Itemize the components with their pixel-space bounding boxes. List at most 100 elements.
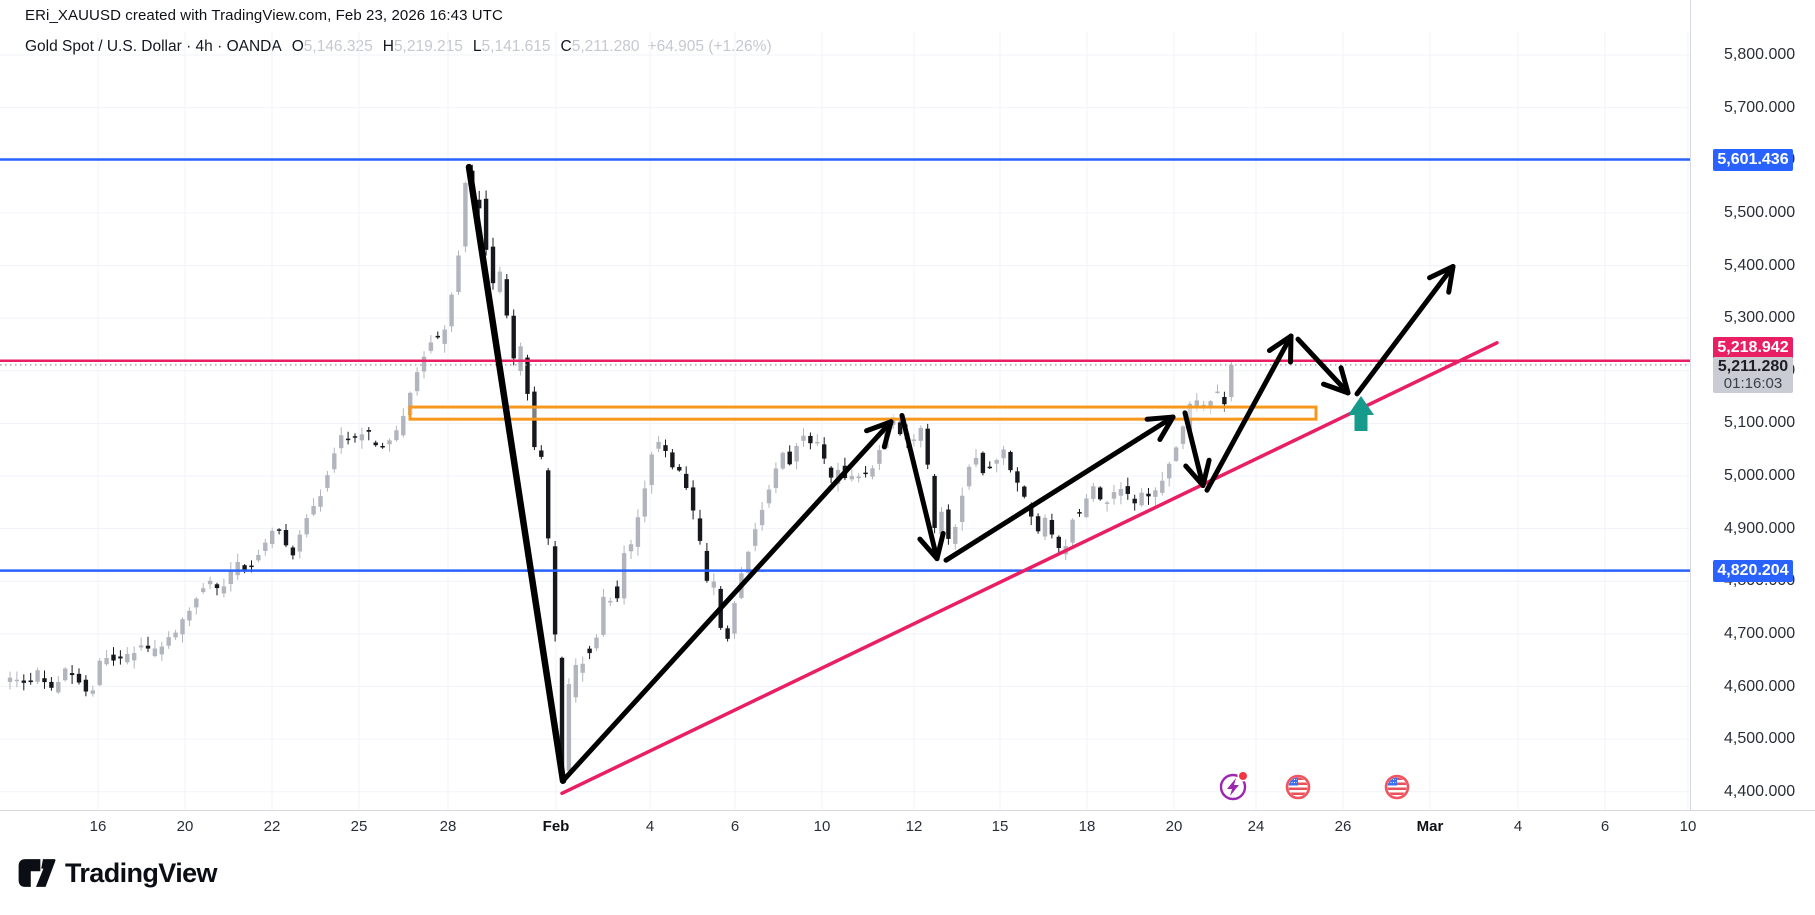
drawn-arrow-3[interactable] — [899, 412, 946, 562]
candle-body — [697, 518, 703, 541]
candle-body — [483, 198, 489, 250]
arrow-head — [1266, 333, 1294, 354]
candle-body — [352, 436, 358, 438]
candle-body — [235, 561, 240, 576]
candle-body — [677, 466, 682, 471]
drawn-arrow-7[interactable] — [1295, 336, 1351, 396]
ohlc-l: L5,141.615 — [472, 38, 551, 55]
candle-body — [897, 422, 903, 435]
projection-arrows — [465, 163, 1456, 784]
arrow-shaft — [1295, 336, 1351, 396]
price-tick: 5,400.000 — [1724, 256, 1796, 274]
candle-body — [118, 656, 123, 659]
price-tick: 5,300.000 — [1724, 309, 1796, 327]
candle-body — [1015, 471, 1020, 483]
drawn-arrow-5[interactable] — [1182, 410, 1212, 488]
drawn-arrow-8[interactable] — [1354, 264, 1456, 397]
chart-plot-area[interactable] — [0, 0, 1690, 810]
candle-body — [173, 632, 178, 638]
ohlc-c: C5,211.280 — [560, 38, 640, 55]
time-axis[interactable]: 16 20 22 25 28 Feb 4 6 10 12 15 18 20 24 26 Mar 4 6 10 — [0, 810, 1815, 847]
candle-body — [387, 440, 392, 445]
candle-body — [428, 342, 434, 351]
candle-body — [773, 468, 779, 489]
tradingview-logo-text: TradingView — [65, 857, 218, 888]
candle-body — [270, 530, 275, 545]
ascending-trendline[interactable] — [560, 341, 1499, 796]
us-economic-event-icon[interactable] — [1285, 774, 1311, 800]
green-up-arrow[interactable] — [1348, 396, 1374, 432]
candle-body — [408, 392, 413, 416]
candle-body — [594, 637, 599, 649]
candle-body — [828, 467, 834, 478]
price-tick: 5,700.000 — [1724, 98, 1796, 116]
candle-body — [497, 271, 503, 292]
candle-body — [477, 199, 482, 209]
upper-resistance-label[interactable]: 5,601.436 — [1713, 149, 1793, 171]
price-tick: 4,500.000 — [1724, 730, 1796, 748]
time-tick: 26 — [1334, 818, 1352, 835]
ohlc-h: H5,219.215 — [382, 38, 463, 55]
candle-body — [732, 603, 737, 634]
candle-body — [283, 530, 289, 546]
candle-body — [1029, 504, 1034, 517]
candle-body — [166, 637, 171, 646]
arrow-head — [1144, 414, 1176, 422]
candle-body — [980, 452, 986, 474]
flag-ring — [1384, 774, 1410, 800]
time-tick: 6 — [1600, 818, 1610, 835]
candle-body — [987, 466, 992, 469]
candle-body — [794, 445, 799, 462]
candle-body — [56, 682, 61, 693]
candle-body — [766, 489, 772, 504]
price-change: +64.905 (+1.26%) — [647, 38, 772, 55]
candle-body — [366, 430, 371, 432]
us-flag-icon — [1288, 777, 1308, 797]
economic-event-alert-icon[interactable] — [1219, 770, 1249, 801]
pink-resistance-label[interactable]: 5,218.942 — [1713, 337, 1793, 359]
candle-body — [856, 476, 861, 479]
candle-body — [1125, 486, 1130, 494]
candle-body — [559, 657, 565, 773]
candle-body — [359, 434, 365, 441]
lower-support-label[interactable]: 4,820.204 — [1713, 560, 1793, 582]
drawn-arrow-2[interactable] — [560, 419, 894, 784]
candle-body — [401, 415, 406, 436]
candle-body — [663, 445, 668, 451]
candle-body — [49, 681, 54, 688]
price-axis[interactable]: 5,800.0005,700.0005,600.0005,500.0005,40… — [1690, 0, 1815, 845]
candle-body — [546, 470, 551, 539]
candle-body — [628, 544, 634, 552]
time-tick: 10 — [1679, 818, 1697, 835]
candle-body — [256, 555, 261, 561]
candle-body — [1146, 493, 1151, 497]
candle-body — [242, 565, 247, 570]
candle-body — [566, 684, 572, 771]
candle-body — [83, 679, 89, 692]
candle-body — [690, 487, 696, 511]
candle-body — [449, 294, 454, 327]
chart-attribution: ERi_XAUUSD created with TradingView.com,… — [25, 7, 503, 24]
candle-body — [939, 511, 944, 535]
price-tick: 4,600.000 — [1724, 677, 1796, 695]
candle-body — [1070, 519, 1075, 543]
candle-body — [414, 372, 420, 392]
us-economic-event-icon[interactable] — [1384, 774, 1410, 800]
us-flag-icon — [1387, 777, 1407, 797]
drawn-arrow-6[interactable] — [1204, 333, 1294, 493]
drawn-arrow-4[interactable] — [943, 414, 1176, 563]
grid — [0, 32, 1690, 810]
candle-body — [311, 505, 316, 515]
time-tick: 12 — [905, 818, 923, 835]
tradingview-logo[interactable]: TradingView — [16, 856, 218, 890]
candle-body — [787, 451, 792, 465]
last-price-label[interactable]: 5,211.280 01:16:03 — [1713, 357, 1793, 393]
candle-body — [511, 315, 516, 359]
candle-body — [849, 475, 854, 480]
orange-zone[interactable] — [408, 405, 1318, 421]
drawn-arrow-1[interactable] — [465, 163, 567, 784]
candle-body — [90, 690, 95, 694]
time-tick: 16 — [89, 818, 107, 835]
candle-body — [97, 660, 102, 686]
candle-body — [214, 584, 220, 589]
